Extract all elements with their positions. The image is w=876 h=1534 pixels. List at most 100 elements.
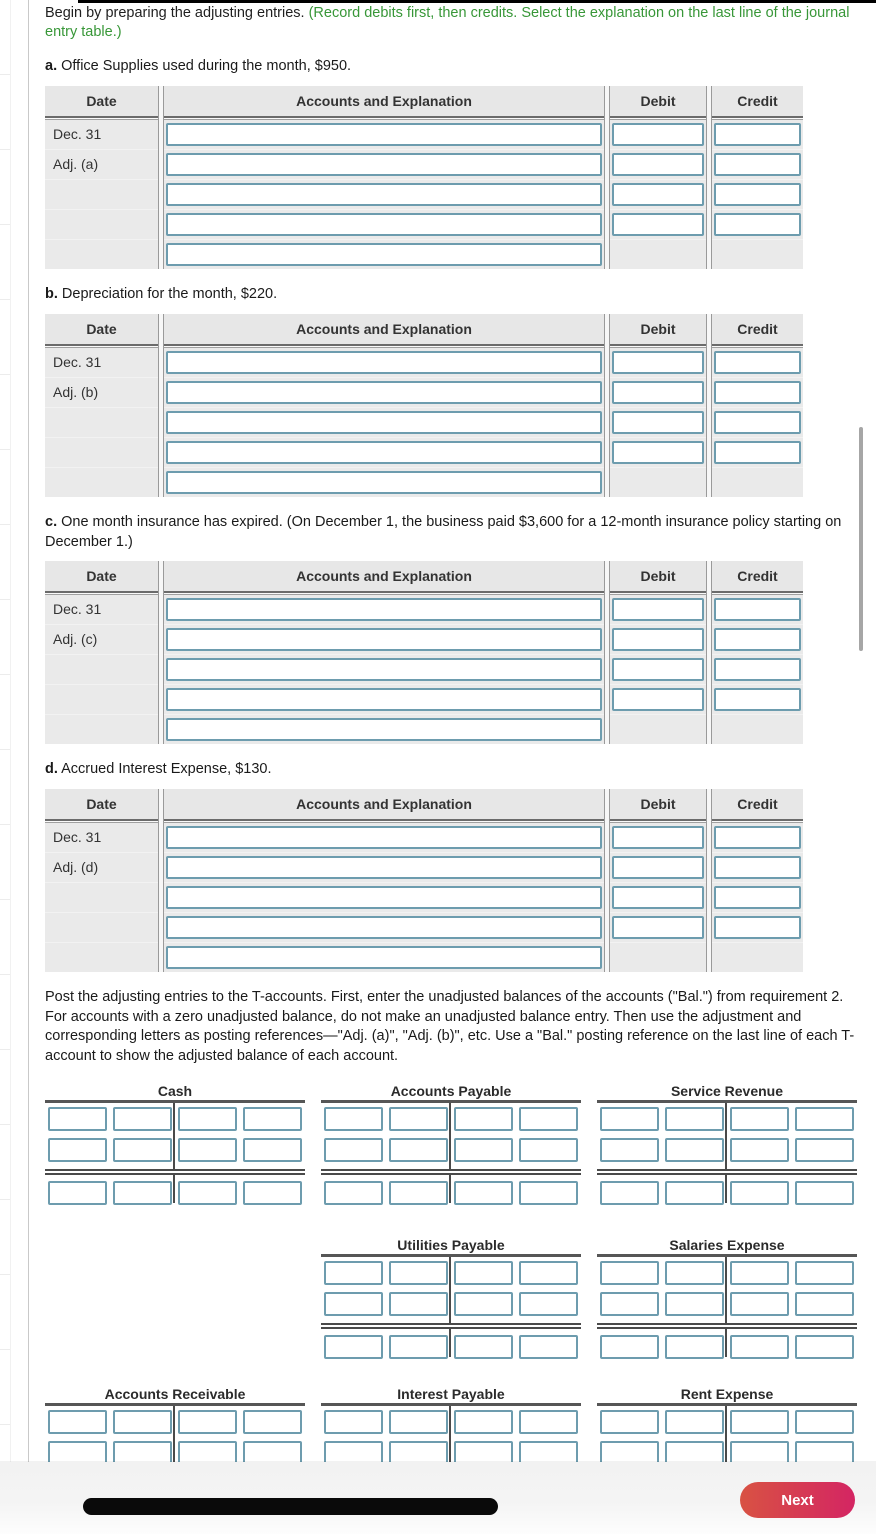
t-ref-input[interactable]: [795, 1138, 854, 1162]
credit-input[interactable]: [714, 441, 801, 464]
account-input[interactable]: [166, 381, 602, 404]
t-amount-input[interactable]: [454, 1181, 513, 1205]
t-ref-input[interactable]: [795, 1181, 854, 1205]
debit-input[interactable]: [612, 886, 704, 909]
credit-input[interactable]: [714, 856, 801, 879]
t-amount-input[interactable]: [665, 1441, 724, 1465]
debit-input[interactable]: [612, 411, 704, 434]
account-input[interactable]: [166, 886, 602, 909]
t-amount-input[interactable]: [113, 1138, 172, 1162]
credit-input[interactable]: [714, 411, 801, 434]
account-input[interactable]: [166, 411, 602, 434]
debit-input[interactable]: [612, 441, 704, 464]
t-amount-input[interactable]: [389, 1410, 448, 1434]
t-ref-input[interactable]: [600, 1410, 659, 1434]
explanation-input[interactable]: [166, 946, 602, 969]
credit-input[interactable]: [714, 598, 801, 621]
t-amount-input[interactable]: [454, 1107, 513, 1131]
t-amount-input[interactable]: [389, 1138, 448, 1162]
scrollbar-thumb[interactable]: [859, 427, 863, 651]
t-amount-input[interactable]: [178, 1107, 237, 1131]
t-amount-input[interactable]: [113, 1107, 172, 1131]
account-input[interactable]: [166, 441, 602, 464]
t-amount-input[interactable]: [454, 1335, 513, 1359]
t-ref-input[interactable]: [324, 1335, 383, 1359]
t-ref-input[interactable]: [519, 1335, 578, 1359]
account-input[interactable]: [166, 183, 602, 206]
t-ref-input[interactable]: [600, 1335, 659, 1359]
t-amount-input[interactable]: [730, 1292, 789, 1316]
t-amount-input[interactable]: [730, 1138, 789, 1162]
t-amount-input[interactable]: [665, 1335, 724, 1359]
credit-input[interactable]: [714, 886, 801, 909]
t-amount-input[interactable]: [389, 1261, 448, 1285]
t-ref-input[interactable]: [324, 1138, 383, 1162]
t-amount-input[interactable]: [454, 1261, 513, 1285]
t-amount-input[interactable]: [665, 1410, 724, 1434]
t-ref-input[interactable]: [48, 1107, 107, 1131]
t-ref-input[interactable]: [324, 1261, 383, 1285]
t-amount-input[interactable]: [178, 1441, 237, 1465]
t-amount-input[interactable]: [178, 1181, 237, 1205]
explanation-input[interactable]: [166, 718, 602, 741]
t-amount-input[interactable]: [665, 1138, 724, 1162]
t-amount-input[interactable]: [454, 1138, 513, 1162]
t-ref-input[interactable]: [324, 1441, 383, 1465]
debit-input[interactable]: [612, 628, 704, 651]
t-amount-input[interactable]: [389, 1335, 448, 1359]
t-ref-input[interactable]: [795, 1410, 854, 1434]
t-ref-input[interactable]: [324, 1107, 383, 1131]
t-amount-input[interactable]: [178, 1410, 237, 1434]
account-input[interactable]: [166, 628, 602, 651]
credit-input[interactable]: [714, 628, 801, 651]
t-ref-input[interactable]: [795, 1292, 854, 1316]
credit-input[interactable]: [714, 213, 801, 236]
t-ref-input[interactable]: [600, 1441, 659, 1465]
t-amount-input[interactable]: [665, 1292, 724, 1316]
t-amount-input[interactable]: [454, 1292, 513, 1316]
t-amount-input[interactable]: [454, 1410, 513, 1434]
debit-input[interactable]: [612, 856, 704, 879]
t-amount-input[interactable]: [730, 1335, 789, 1359]
t-ref-input[interactable]: [600, 1261, 659, 1285]
t-ref-input[interactable]: [519, 1410, 578, 1434]
t-amount-input[interactable]: [389, 1107, 448, 1131]
t-ref-input[interactable]: [600, 1181, 659, 1205]
t-amount-input[interactable]: [178, 1138, 237, 1162]
credit-input[interactable]: [714, 183, 801, 206]
t-amount-input[interactable]: [730, 1410, 789, 1434]
credit-input[interactable]: [714, 123, 801, 146]
account-input[interactable]: [166, 153, 602, 176]
credit-input[interactable]: [714, 826, 801, 849]
t-amount-input[interactable]: [113, 1181, 172, 1205]
t-ref-input[interactable]: [519, 1138, 578, 1162]
account-input[interactable]: [166, 598, 602, 621]
credit-input[interactable]: [714, 688, 801, 711]
t-amount-input[interactable]: [665, 1107, 724, 1131]
debit-input[interactable]: [612, 183, 704, 206]
t-ref-input[interactable]: [519, 1107, 578, 1131]
t-ref-input[interactable]: [243, 1441, 302, 1465]
t-ref-input[interactable]: [600, 1138, 659, 1162]
account-input[interactable]: [166, 826, 602, 849]
t-ref-input[interactable]: [519, 1261, 578, 1285]
t-amount-input[interactable]: [665, 1181, 724, 1205]
t-ref-input[interactable]: [48, 1138, 107, 1162]
t-ref-input[interactable]: [795, 1261, 854, 1285]
t-amount-input[interactable]: [389, 1441, 448, 1465]
explanation-input[interactable]: [166, 243, 602, 266]
next-button[interactable]: Next: [740, 1482, 855, 1518]
debit-input[interactable]: [612, 916, 704, 939]
t-ref-input[interactable]: [243, 1138, 302, 1162]
credit-input[interactable]: [714, 658, 801, 681]
t-ref-input[interactable]: [324, 1292, 383, 1316]
t-amount-input[interactable]: [730, 1107, 789, 1131]
credit-input[interactable]: [714, 351, 801, 374]
debit-input[interactable]: [612, 153, 704, 176]
t-ref-input[interactable]: [795, 1107, 854, 1131]
account-input[interactable]: [166, 351, 602, 374]
account-input[interactable]: [166, 688, 602, 711]
account-input[interactable]: [166, 916, 602, 939]
credit-input[interactable]: [714, 916, 801, 939]
explanation-input[interactable]: [166, 471, 602, 494]
